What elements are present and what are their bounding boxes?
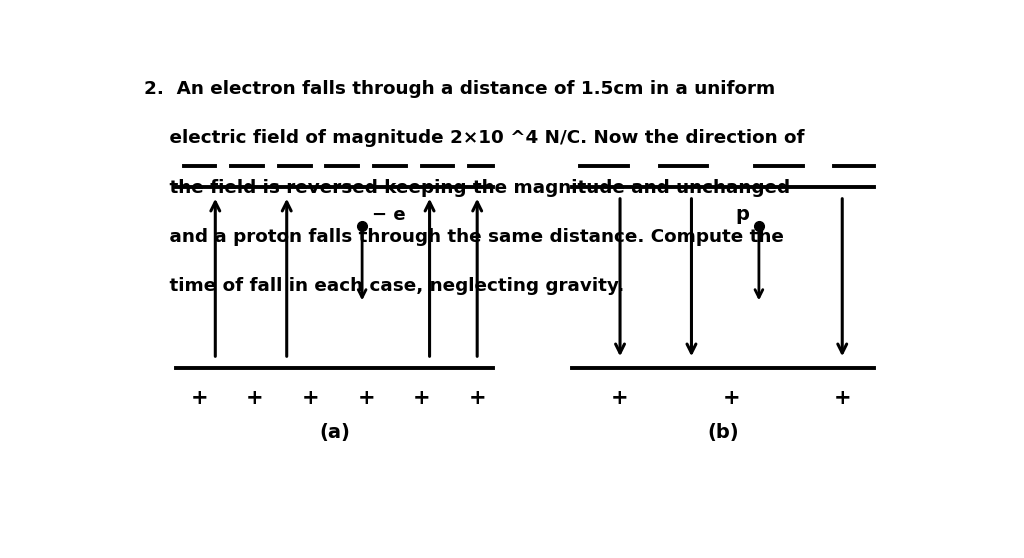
Text: +: + xyxy=(190,388,208,408)
Text: +: + xyxy=(722,388,740,408)
Text: (b): (b) xyxy=(708,422,739,442)
Text: +: + xyxy=(468,388,486,408)
Text: +: + xyxy=(357,388,375,408)
Text: time of fall in each case, neglecting gravity.: time of fall in each case, neglecting gr… xyxy=(143,277,624,296)
Text: electric field of magnitude 2×10 ^4 N/C. Now the direction of: electric field of magnitude 2×10 ^4 N/C.… xyxy=(143,129,805,147)
Text: (a): (a) xyxy=(318,422,350,442)
Text: the field is reversed keeping the magnitude and unchanged: the field is reversed keeping the magnit… xyxy=(143,179,790,196)
Text: +: + xyxy=(302,388,319,408)
Text: +: + xyxy=(246,388,264,408)
Text: +: + xyxy=(611,388,629,408)
Text: p: p xyxy=(735,205,750,224)
Text: +: + xyxy=(413,388,430,408)
Text: 2.  An electron falls through a distance of 1.5cm in a uniform: 2. An electron falls through a distance … xyxy=(143,80,775,98)
Text: +: + xyxy=(834,388,851,408)
Text: − e: − e xyxy=(372,206,406,224)
Text: and a proton falls through the same distance. Compute the: and a proton falls through the same dist… xyxy=(143,228,783,246)
